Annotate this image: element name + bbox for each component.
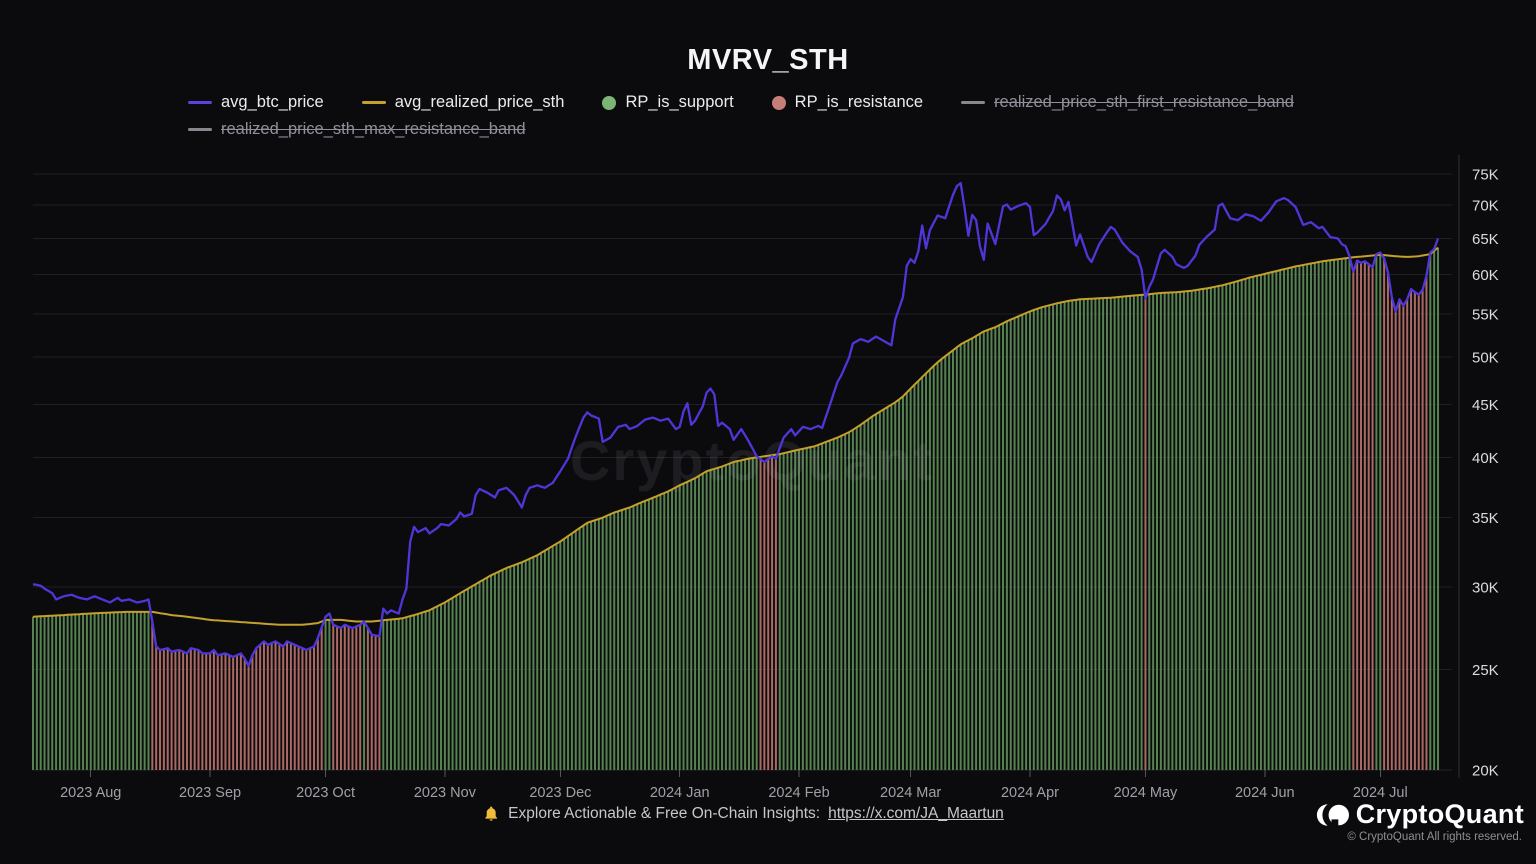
legend-line-swatch xyxy=(188,101,212,104)
svg-text:2024 May: 2024 May xyxy=(1114,785,1178,801)
legend-line-swatch xyxy=(188,128,212,131)
svg-text:2024 Jul: 2024 Jul xyxy=(1353,785,1408,801)
footer-promo: Explore Actionable & Free On-Chain Insig… xyxy=(482,805,1004,823)
cryptoquant-logo-icon xyxy=(1313,800,1349,830)
svg-text:2023 Aug: 2023 Aug xyxy=(60,785,121,801)
svg-text:35K: 35K xyxy=(1472,510,1499,527)
svg-text:2023 Nov: 2023 Nov xyxy=(414,785,477,801)
legend-item-realized_price_sth_first_resistance_band[interactable]: realized_price_sth_first_resistance_band xyxy=(961,93,1294,112)
legend-label: realized_price_sth_max_resistance_band xyxy=(221,120,526,138)
legend-dot-swatch xyxy=(602,95,617,110)
gridlines xyxy=(33,173,1452,771)
resistance-bars xyxy=(151,258,1428,770)
svg-text:70K: 70K xyxy=(1472,198,1499,215)
legend: avg_btc_price avg_realized_price_sth RP_is… xyxy=(188,93,1348,139)
footer-link[interactable]: https://x.com/JA_Maartun xyxy=(828,805,1004,822)
cryptoquant-wordmark: CryptoQuant xyxy=(1355,799,1524,829)
svg-text:2024 Apr: 2024 Apr xyxy=(1001,785,1059,801)
y-axis-labels: 20K 25K 30K 35K 40K 45K 50K 55K 60K 65K 70K 75K xyxy=(1472,167,1499,780)
branding: CryptoQuant © CryptoQuant All rights res… xyxy=(1313,799,1524,843)
svg-text:2023 Dec: 2023 Dec xyxy=(529,785,591,801)
svg-text:2024 Mar: 2024 Mar xyxy=(880,785,941,801)
svg-text:30K: 30K xyxy=(1472,580,1499,597)
legend-dot-swatch xyxy=(771,95,786,110)
bell-icon xyxy=(482,805,500,823)
svg-text:2024 Feb: 2024 Feb xyxy=(768,785,829,801)
avg-realized-price-sth-line xyxy=(32,246,1439,626)
legend-item-RP_is_resistance[interactable]: RP_is_resistance xyxy=(771,93,924,112)
svg-text:60K: 60K xyxy=(1472,267,1499,284)
x-axis-labels: 2023 Aug 2023 Sep 2023 Oct 2023 Nov 2023 Dec… xyxy=(60,770,1408,801)
cryptoquant-watermark: CryptoQuant xyxy=(570,429,934,492)
legend-label: avg_btc_price xyxy=(221,93,324,111)
svg-text:75K: 75K xyxy=(1472,167,1499,184)
svg-text:50K: 50K xyxy=(1472,349,1499,366)
svg-text:2023 Sep: 2023 Sep xyxy=(179,785,241,801)
svg-text:2024 Jan: 2024 Jan xyxy=(650,785,710,801)
svg-text:55K: 55K xyxy=(1472,306,1499,323)
support-bars xyxy=(32,247,1439,770)
legend-item-avg_btc_price[interactable]: avg_btc_price xyxy=(188,93,324,112)
legend-item-avg_realized_price_sth[interactable]: avg_realized_price_sth xyxy=(361,93,565,112)
legend-label: RP_is_resistance xyxy=(794,93,924,111)
legend-label: realized_price_sth_first_resistance_band xyxy=(994,93,1294,111)
svg-text:2023 Oct: 2023 Oct xyxy=(296,785,355,801)
legend-item-RP_is_support[interactable]: RP_is_support xyxy=(602,93,734,112)
svg-text:25K: 25K xyxy=(1472,662,1499,679)
legend-line-swatch xyxy=(961,101,986,104)
avg-btc-price-line xyxy=(32,181,1440,667)
legend-label: RP_is_support xyxy=(625,93,734,111)
svg-text:40K: 40K xyxy=(1472,450,1499,467)
page-title: MVRV_STH xyxy=(687,44,849,76)
svg-text:20K: 20K xyxy=(1472,763,1499,780)
svg-text:65K: 65K xyxy=(1472,231,1499,248)
svg-text:45K: 45K xyxy=(1472,397,1499,414)
svg-text:2024 Jun: 2024 Jun xyxy=(1235,785,1295,801)
legend-line-swatch xyxy=(361,101,386,104)
legend-label: avg_realized_price_sth xyxy=(394,93,565,111)
legend-item-realized_price_sth_max_resistance_band[interactable]: realized_price_sth_max_resistance_band xyxy=(188,120,526,139)
footer-text: Explore Actionable & Free On-Chain Insig… xyxy=(508,805,821,822)
copyright-text: © CryptoQuant All rights reserved. xyxy=(1347,831,1522,843)
